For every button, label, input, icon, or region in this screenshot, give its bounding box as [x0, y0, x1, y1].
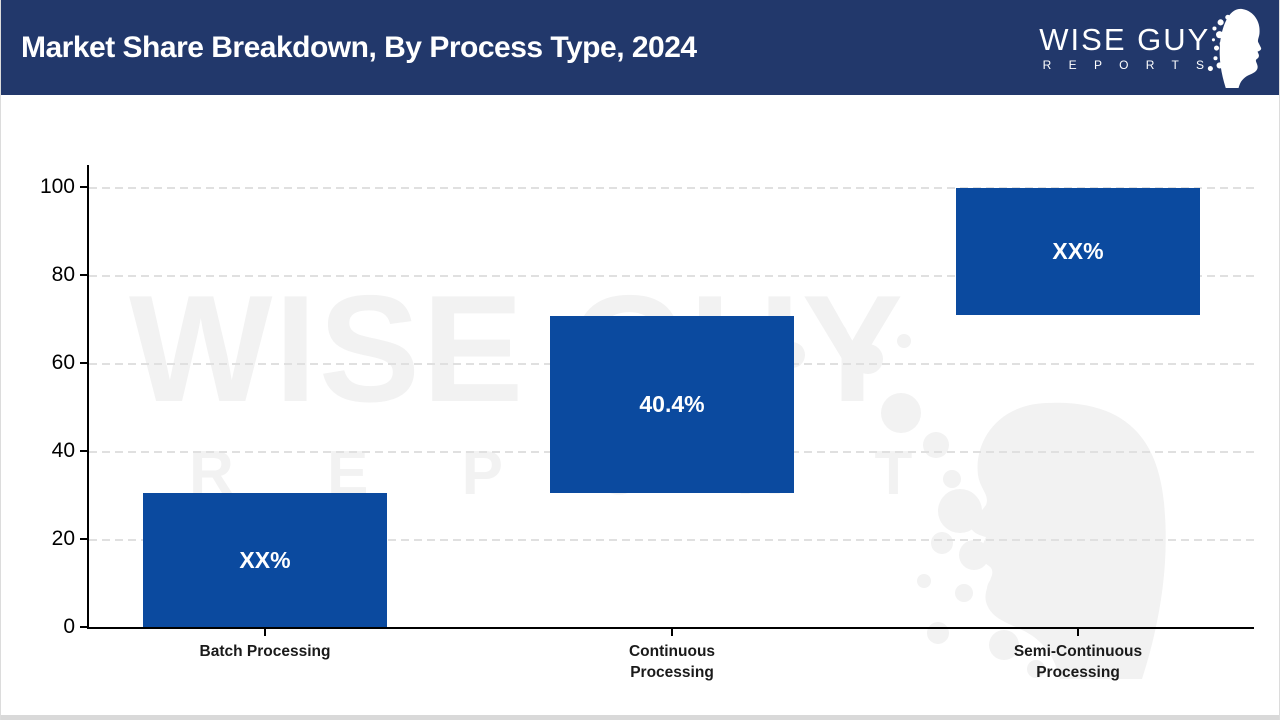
gridline-20	[89, 539, 1254, 541]
y-tick-label: 40	[51, 439, 75, 462]
header-band: Market Share Breakdown, By Process Type,…	[1, 0, 1279, 95]
page-title: Market Share Breakdown, By Process Type,…	[21, 30, 697, 64]
x-category-label-semi-continuous: Semi-Continuous Processing	[947, 641, 1209, 683]
head-profile-logo-icon	[1207, 8, 1262, 88]
x-tickmark-batch	[264, 629, 266, 636]
x-category-label-continuous: Continuous Processing	[541, 641, 803, 683]
bottom-divider	[1, 715, 1279, 720]
y-tickmark-80	[80, 274, 89, 276]
y-tickmark-100	[80, 186, 89, 188]
x-tickmark-continuous	[671, 629, 673, 636]
bar-semi-continuous-processing: XX%	[956, 188, 1200, 315]
x-axis-line	[87, 627, 1254, 629]
x-category-line: Batch Processing	[199, 643, 331, 660]
chart-canvas: WISE GUY R E P O R T S	[1, 95, 1279, 715]
x-category-line: Processing	[1036, 664, 1120, 681]
y-tick-label: 0	[63, 615, 75, 638]
bar-continuous-processing: 40.4%	[550, 316, 794, 493]
y-tick-label: 80	[51, 263, 75, 286]
brand-subtitle: R E P O R T S	[1042, 57, 1211, 72]
x-category-line: Processing	[630, 664, 714, 681]
gridline-100	[89, 187, 1254, 189]
brand-logo: WISE GUY R E P O R T S	[1039, 7, 1279, 89]
y-tickmark-0	[80, 626, 89, 628]
y-tick-label: 20	[51, 527, 75, 550]
y-tick-label: 100	[39, 175, 75, 198]
brand-logo-text: WISE GUY R E P O R T S	[1039, 24, 1211, 72]
x-category-line: Continuous	[628, 643, 716, 660]
y-tickmark-20	[80, 538, 89, 540]
bar-value-label: XX%	[1052, 238, 1104, 264]
bar-batch-processing: XX%	[143, 493, 387, 627]
y-tick-label: 60	[51, 351, 75, 374]
gridline-80	[89, 275, 1254, 277]
y-axis-line	[87, 165, 89, 629]
y-tickmark-40	[80, 450, 89, 452]
x-category-label-batch: Batch Processing	[134, 641, 396, 662]
bar-value-label: XX%	[239, 546, 291, 573]
y-tickmark-60	[80, 362, 89, 364]
x-tickmark-semi-continuous	[1077, 629, 1079, 636]
bar-value-label: 40.4%	[639, 391, 705, 417]
x-category-line: Semi-Continuous	[1013, 643, 1143, 660]
brand-wordmark: WISE GUY	[1039, 21, 1211, 57]
